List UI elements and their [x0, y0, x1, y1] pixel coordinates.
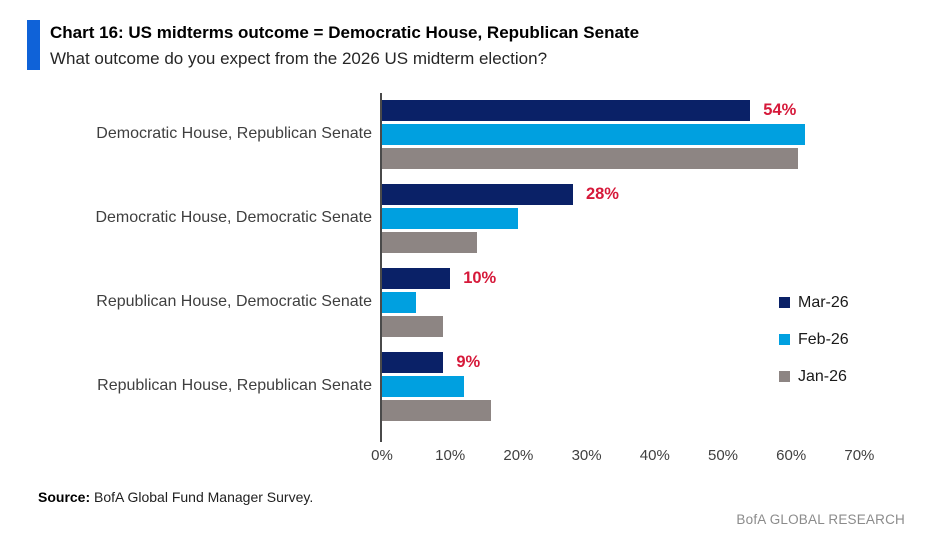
legend-item: Jan-26 [779, 366, 849, 387]
source-text: BofA Global Fund Manager Survey. [90, 489, 314, 505]
x-tick-label: 40% [639, 447, 670, 464]
category-label: Republican House, Republican Senate [97, 377, 372, 394]
data-label: 10% [463, 269, 497, 287]
legend: Mar-26 Feb-26 Jan-26 [779, 292, 849, 403]
bar-jan-26 [382, 316, 444, 337]
bar-feb-26 [382, 208, 519, 229]
source-label: Source: [38, 489, 91, 505]
data-label: 28% [585, 185, 619, 203]
bar-jan-26 [382, 232, 478, 253]
data-label: 54% [763, 101, 797, 119]
source-note: Source: BofA Global Fund Manager Survey. [38, 489, 313, 505]
legend-label: Jan-26 [798, 367, 847, 385]
legend-item: Mar-26 [779, 292, 849, 313]
bar-jan-26 [382, 148, 799, 169]
x-tick-label: 50% [707, 447, 739, 464]
accent-bar [27, 20, 40, 70]
x-tick-label: 30% [571, 447, 602, 464]
bar-mar-26 [382, 268, 451, 289]
bar-mar-26 [382, 100, 751, 121]
bar-feb-26 [382, 124, 805, 145]
bar-mar-26 [382, 184, 573, 205]
legend-swatch-icon [779, 371, 790, 382]
legend-label: Feb-26 [798, 330, 849, 348]
legend-label: Mar-26 [798, 293, 849, 311]
x-tick-label: 0% [371, 447, 393, 464]
brand-label: BofA GLOBAL RESEARCH [736, 512, 905, 527]
data-label: 9% [456, 353, 481, 371]
legend-swatch-icon [779, 297, 790, 308]
x-tick-label: 10% [435, 447, 466, 464]
bar-mar-26 [382, 352, 444, 373]
y-axis-line [380, 93, 382, 442]
bar-feb-26 [382, 292, 417, 313]
category-label: Republican House, Democratic Senate [96, 293, 372, 310]
legend-item: Feb-26 [779, 329, 849, 350]
bar-feb-26 [382, 376, 464, 397]
bar-jan-26 [382, 400, 492, 421]
category-label: Democratic House, Democratic Senate [95, 209, 372, 226]
chart-subtitle: What outcome do you expect from the 2026… [50, 49, 548, 68]
chart-title: Chart 16: US midterms outcome = Democrat… [50, 23, 640, 42]
x-tick-label: 60% [776, 447, 807, 464]
legend-swatch-icon [779, 334, 790, 345]
x-tick-label: 20% [503, 447, 534, 464]
x-tick-label: 70% [844, 447, 875, 464]
category-label: Democratic House, Republican Senate [96, 125, 372, 142]
